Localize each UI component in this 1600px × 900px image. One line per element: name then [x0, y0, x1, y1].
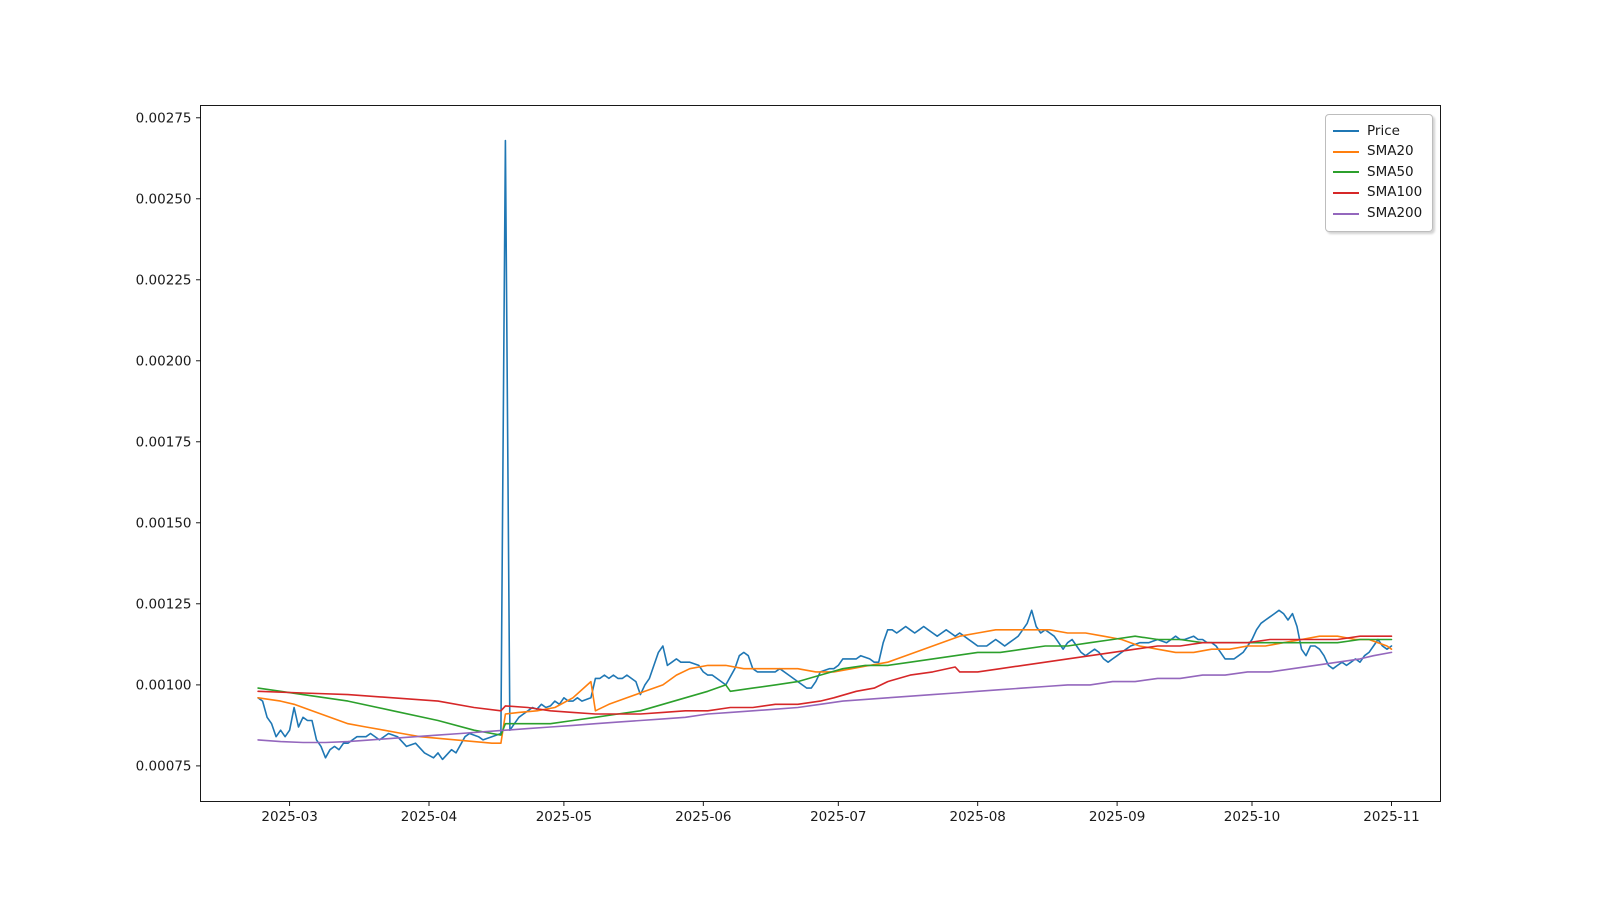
- x-tick-label: 2025-11: [1363, 809, 1419, 825]
- sma100-line-sample-icon: [1333, 192, 1359, 195]
- y-tick-label: 0.00125: [136, 596, 192, 612]
- series-line-price: [257, 139, 1393, 761]
- series-line-sma200: [257, 651, 1393, 744]
- legend: Price SMA20 SMA50 SMA100 SMA200: [1325, 114, 1433, 232]
- legend-item-price: Price: [1333, 121, 1425, 142]
- y-tick-label: 0.00225: [136, 272, 192, 288]
- sma50-line-sample-icon: [1333, 171, 1359, 174]
- sma20-line-sample-icon: [1333, 150, 1359, 153]
- y-tick-label: 0.00100: [136, 677, 192, 693]
- x-tick-label: 2025-10: [1224, 809, 1280, 825]
- plot-frame: [200, 105, 1441, 802]
- y-tick-label: 0.00150: [136, 515, 192, 531]
- sma200-line-sample-icon: [1333, 212, 1359, 215]
- y-tick-label: 0.00250: [136, 191, 192, 207]
- legend-item-sma20: SMA20: [1333, 142, 1425, 163]
- legend-item-sma50: SMA50: [1333, 162, 1425, 183]
- price-line-sample-icon: [1333, 130, 1359, 133]
- x-tick-label: 2025-04: [401, 809, 457, 825]
- legend-item-sma200: SMA200: [1333, 203, 1425, 224]
- x-tick-label: 2025-09: [1089, 809, 1145, 825]
- legend-label: SMA100: [1367, 184, 1423, 201]
- x-tick-label: 2025-05: [536, 809, 592, 825]
- series-line-sma20: [257, 628, 1393, 745]
- series-line-sma100: [257, 635, 1393, 715]
- y-tick-label: 0.00175: [136, 434, 192, 450]
- legend-label: SMA20: [1367, 143, 1414, 160]
- y-tick-label: 0.00275: [136, 110, 192, 126]
- legend-label: SMA50: [1367, 163, 1414, 180]
- x-tick-label: 2025-03: [261, 809, 317, 825]
- y-tick-label: 0.00200: [136, 353, 192, 369]
- x-tick-label: 2025-07: [810, 809, 866, 825]
- legend-label: SMA200: [1367, 204, 1423, 221]
- legend-label: Price: [1367, 122, 1400, 139]
- x-tick-label: 2025-08: [949, 809, 1005, 825]
- legend-item-sma100: SMA100: [1333, 183, 1425, 204]
- y-tick-label: 0.00075: [136, 758, 192, 774]
- series-line-sma50: [257, 635, 1393, 736]
- x-tick-label: 2025-06: [675, 809, 731, 825]
